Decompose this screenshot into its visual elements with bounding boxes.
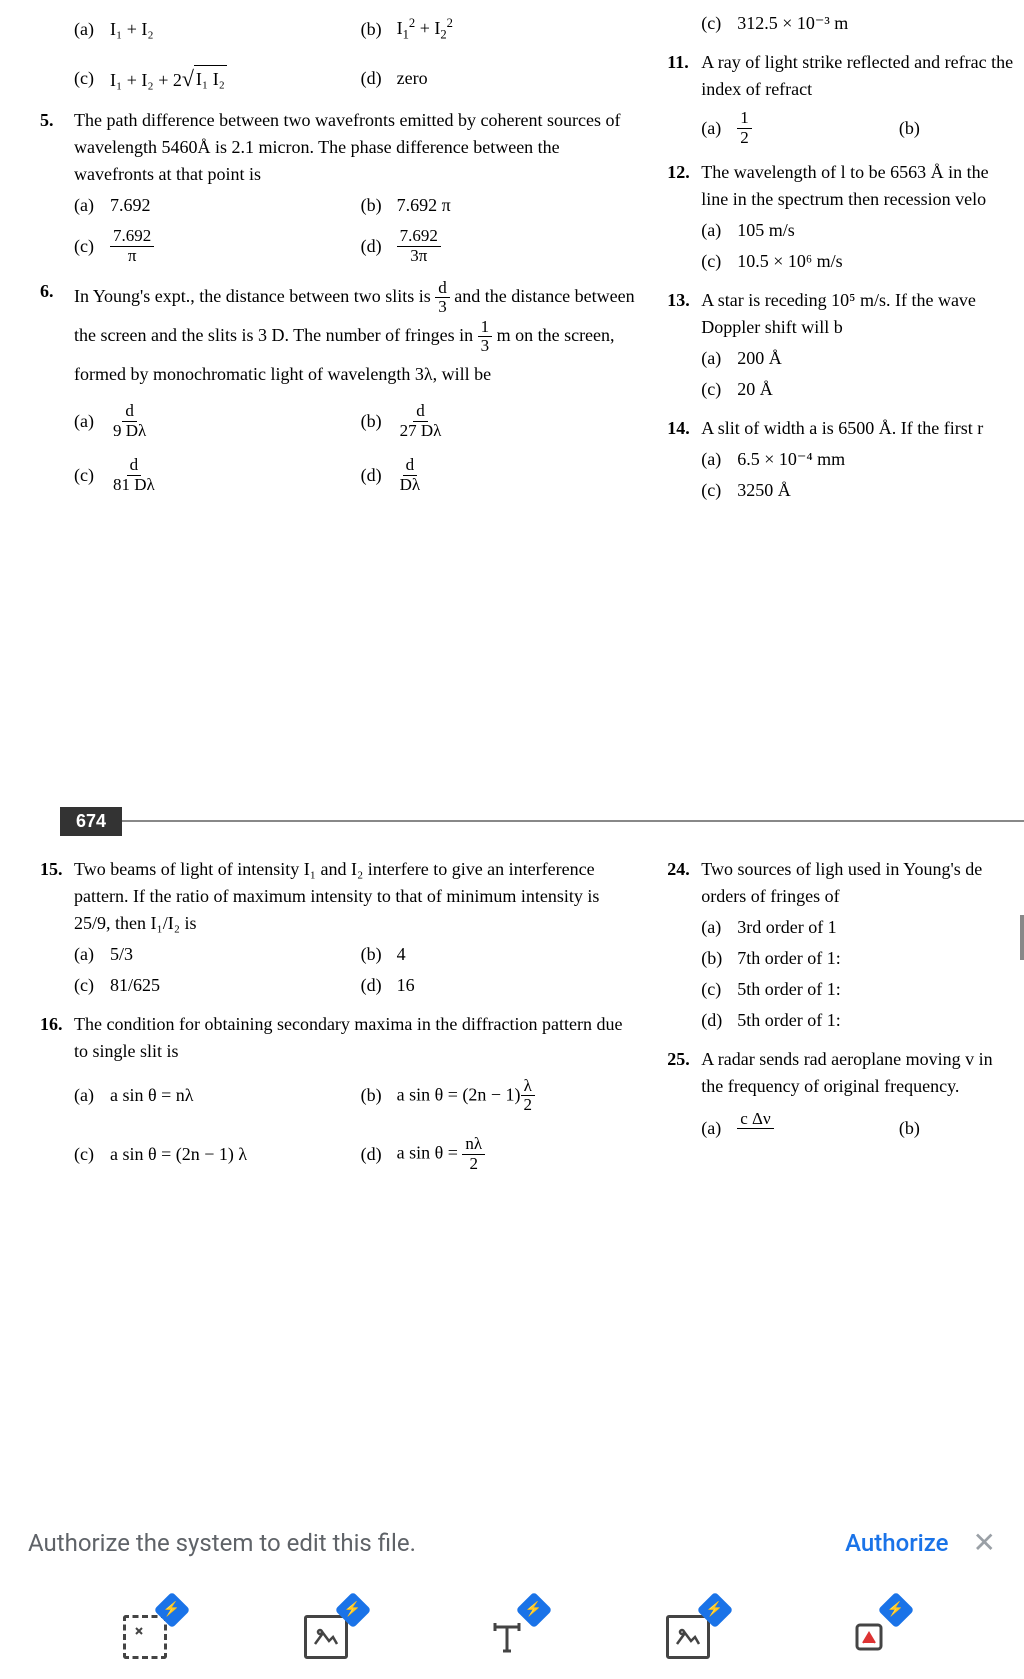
q15-opt-a: (a)5/3 <box>74 941 351 968</box>
page-number-line <box>122 820 1024 822</box>
q15-opt-d: (d)16 <box>361 972 638 999</box>
text-icon <box>485 1615 529 1659</box>
authorize-link[interactable]: Authorize <box>845 1529 948 1557</box>
q14: 14. A slit of width a is 6500 Å. If the … <box>667 415 1014 504</box>
page-content-2: 15. Two beams of light of intensity I₁ a… <box>0 856 1024 1186</box>
right-column: (c)312.5 × 10⁻³ m 11. A ray of light str… <box>657 10 1014 787</box>
left-column: (a) I₁ + I₂ (b) I12 + I22 (c) I₁ + I₂ + … <box>40 10 657 787</box>
q25-opt-b: (b) <box>899 1110 920 1148</box>
page-number-badge: 674 <box>60 807 122 836</box>
q11: 11. A ray of light strike reflected and … <box>667 49 1014 147</box>
bolt-icon: ⚡ <box>525 1602 542 1619</box>
bolt-icon: ⚡ <box>706 1602 723 1619</box>
red-icon <box>847 1615 891 1659</box>
image-icon <box>304 1615 348 1659</box>
q12-opt-c: (c)10.5 × 10⁶ m/s <box>701 248 1014 275</box>
q14-opt-a: (a)6.5 × 10⁻⁴ mm <box>701 446 1014 473</box>
q5-opt-a: (a) 7.692 <box>74 192 351 219</box>
tool-image[interactable]: ⚡ <box>304 1605 358 1659</box>
q6-text: In Young's expt., the distance between t… <box>74 278 637 392</box>
page-content: (a) I₁ + I₂ (b) I12 + I22 (c) I₁ + I₂ + … <box>0 0 1024 787</box>
q4-opt-c: (c) I₁ + I₂ + 2√I₁ I₂ <box>74 62 351 95</box>
bolt-icon: ⚡ <box>887 1602 904 1619</box>
q4-opt-d: (d) zero <box>361 62 638 95</box>
q14-opt-c: (c)3250 Å <box>701 477 1014 504</box>
q5: 5. The path difference between two wavef… <box>40 107 637 265</box>
q11-opt-b: (b) <box>899 109 920 147</box>
q16-opt-c: (c)a sin θ = (2n − 1) λ <box>74 1135 351 1173</box>
image-icon <box>666 1615 710 1659</box>
page-gap <box>40 507 637 787</box>
authorize-bar: Authorize the system to edit this file. … <box>0 1506 1024 1579</box>
q11-opt-a: (a) 12 <box>701 109 889 147</box>
q13: 13. A star is receding 10⁵ m/s. If the w… <box>667 287 1014 403</box>
crop-icon <box>123 1615 167 1659</box>
q24-opt-c: (c)5th order of 1: <box>701 976 1014 1003</box>
q16-opt-a: (a)a sin θ = nλ <box>74 1077 351 1115</box>
close-icon[interactable]: ✕ <box>973 1526 996 1559</box>
q13-opt-a: (a)200 Å <box>701 345 1014 372</box>
tool-red[interactable]: ⚡ <box>847 1605 901 1659</box>
tool-crop[interactable]: ⚡ <box>123 1605 177 1659</box>
q12-opt-a: (a)105 m/s <box>701 217 1014 244</box>
q16-opt-d: (d) a sin θ = nλ2 <box>361 1135 638 1173</box>
page-number-bar: 674 <box>60 807 1024 836</box>
q5-opt-d: (d) 7.6923π <box>361 227 638 265</box>
q6-opt-b: (b) d27 Dλ <box>361 402 638 440</box>
q15: 15. Two beams of light of intensity I₁ a… <box>40 856 637 999</box>
q6-opt-a: (a) d9 Dλ <box>74 402 351 440</box>
q4-opt-a: (a) I₁ + I₂ <box>74 14 351 44</box>
q5-opt-b: (b) 7.692 π <box>361 192 638 219</box>
tool-markup[interactable]: ⚡ <box>666 1605 720 1659</box>
q25: 25. A radar sends rad aeroplane moving v… <box>667 1046 1014 1148</box>
q4-opt-b: (b) I12 + I22 <box>361 14 638 44</box>
q5-opt-c: (c) 7.692π <box>74 227 351 265</box>
q6-opt-c: (c) d81 Dλ <box>74 456 351 494</box>
q15-opt-b: (b)4 <box>361 941 638 968</box>
q25-opt-a: (a) c Δν <box>701 1110 889 1148</box>
q5-text: The path difference between two wavefron… <box>74 107 637 188</box>
q12: 12. The wavelength of l to be 6563 Å in … <box>667 159 1014 275</box>
bolt-icon: ⚡ <box>344 1602 361 1619</box>
q24-opt-d: (d)5th order of 1: <box>701 1007 1014 1034</box>
q4-options-block: (a) I₁ + I₂ (b) I12 + I22 (c) I₁ + I₂ + … <box>40 10 637 95</box>
authorize-text: Authorize the system to edit this file. <box>28 1529 845 1557</box>
q6: 6. In Young's expt., the distance betwee… <box>40 278 637 495</box>
toolbar: ⚡ ⚡ ⚡ ⚡ ⚡ <box>0 1595 1024 1669</box>
q6-opt-d: (d) dDλ <box>361 456 638 494</box>
q10-opt-c: (c)312.5 × 10⁻³ m <box>667 10 1014 37</box>
q16-opt-b: (b) a sin θ = (2n − 1)λ2 <box>361 1077 638 1115</box>
q13-opt-c: (c)20 Å <box>701 376 1014 403</box>
q24-opt-b: (b)7th order of 1: <box>701 945 1014 972</box>
scroll-marker[interactable] <box>1020 915 1024 960</box>
bolt-icon: ⚡ <box>164 1602 181 1619</box>
q24: 24. Two sources of ligh used in Young's … <box>667 856 1014 1034</box>
q15-opt-c: (c)81/625 <box>74 972 351 999</box>
q16: 16. The condition for obtaining secondar… <box>40 1011 637 1174</box>
q24-opt-a: (a)3rd order of 1 <box>701 914 1014 941</box>
tool-text[interactable]: ⚡ <box>485 1605 539 1659</box>
